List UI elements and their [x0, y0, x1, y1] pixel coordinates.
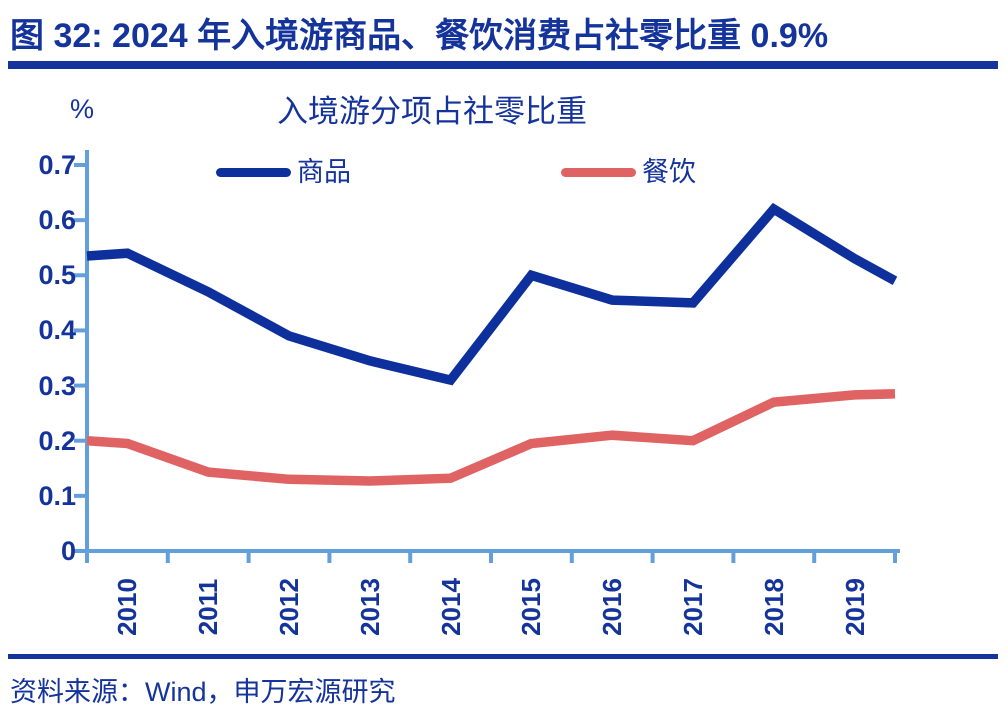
x-tick-label: 2019	[839, 578, 870, 636]
legend-item-dining: 餐饮	[561, 156, 696, 188]
source-note: 资料来源：Wind，申万宏源研究	[10, 677, 396, 707]
page-title: 图 32: 2024 年入境游商品、餐饮消费占社零比重 0.9%	[10, 17, 829, 55]
title-underline-rule	[8, 61, 998, 69]
y-tick-label: 0.7	[38, 150, 76, 180]
x-tick-label: 2016	[597, 578, 628, 636]
x-tick-label: 2011	[193, 578, 224, 636]
dining-series-line	[86, 389, 896, 486]
goods-series-line	[86, 202, 898, 386]
y-tick-label: 0.1	[38, 480, 76, 511]
x-tick-label: 2010	[112, 578, 143, 636]
y-axis-unit-label: %	[70, 94, 95, 124]
dining-line-swatch-icon	[561, 167, 636, 177]
x-tick-label: 2012	[274, 578, 304, 636]
y-tick-label: 0.5	[38, 260, 76, 291]
y-tick-label: 0.4	[38, 315, 76, 346]
legend-item-goods: 商品	[216, 156, 351, 188]
x-tick-label: 2015	[516, 578, 547, 636]
legend-label-goods: 商品	[297, 157, 351, 187]
y-tick-label: 0.2	[38, 425, 76, 456]
legend-label-dining: 餐饮	[642, 157, 696, 187]
goods-line-swatch-icon	[216, 167, 291, 177]
x-tick-label: 2013	[354, 578, 385, 636]
y-tick-label: 0.3	[38, 370, 76, 401]
footer-rule	[8, 654, 998, 659]
x-tick-label: 2017	[678, 578, 708, 636]
x-tick-label: 2014	[435, 578, 466, 636]
chart-title: 入境游分项占社零比重	[277, 94, 587, 129]
y-tick-label: 0	[60, 536, 76, 566]
x-tick-label: 2018	[758, 578, 789, 636]
y-tick-label: 0.6	[38, 205, 76, 236]
